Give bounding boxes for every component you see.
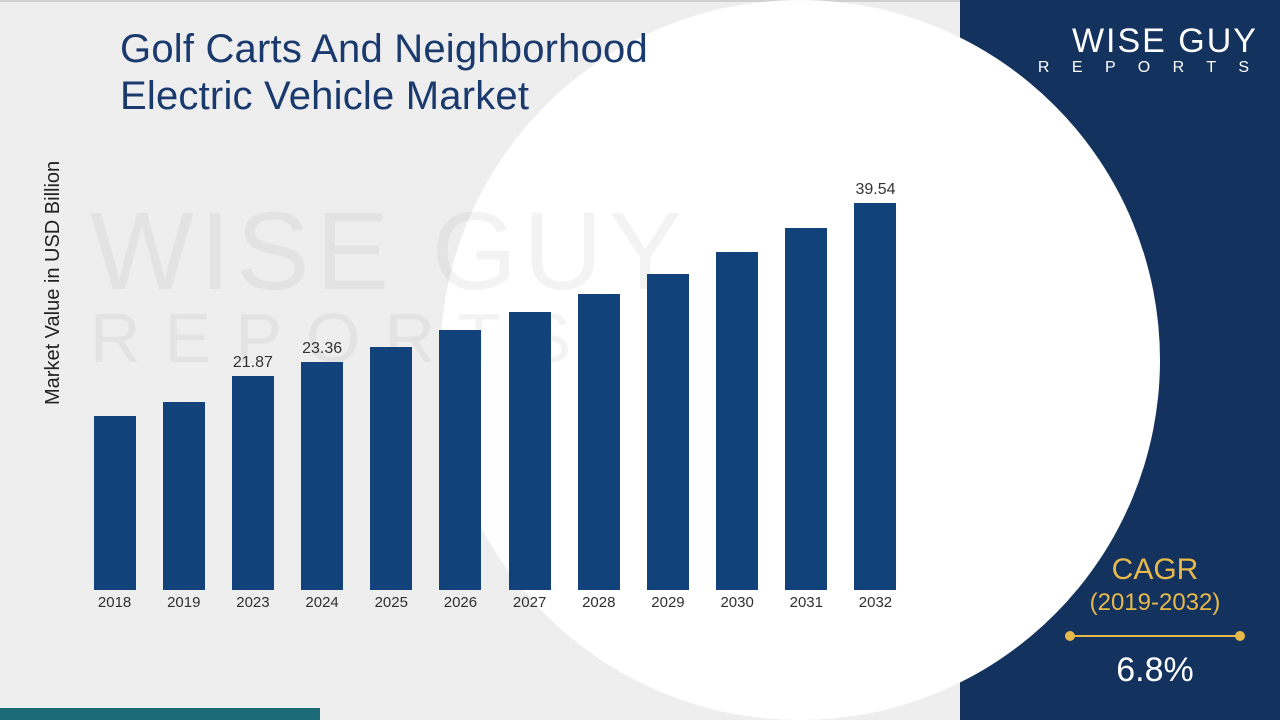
bar-slot: 39.54 [841,181,910,590]
bar [716,252,758,590]
cagr-box: CAGR (2019-2032) 6.8% [1030,553,1280,690]
bars-row: 21.87 23.36 39.54 [80,150,910,590]
cagr-divider [1070,635,1240,637]
bar-slot [703,230,772,590]
bar [94,416,136,590]
bar [301,362,343,590]
x-tick-label: 2032 [841,594,910,620]
chart-title-line: Electric Vehicle Market [120,73,648,120]
footer-stripe [0,708,320,720]
bar-value-label: 21.87 [233,354,273,372]
bar-slot [426,308,495,590]
bar-value-label: 23.36 [302,340,342,358]
x-axis-labels: 2018201920232024202520262027202820292030… [80,594,910,620]
bar [647,274,689,590]
chart-plot: 21.87 23.36 39.54 201820192023202420252026… [80,150,910,620]
x-tick-label: 2023 [218,594,287,620]
bar [232,376,274,590]
bar-slot [80,394,149,590]
x-tick-label: 2019 [149,594,218,620]
bar [578,294,620,590]
x-tick-label: 2026 [426,594,495,620]
bar [370,347,412,590]
brand-logo: WISE GUY R E P O R T S [1038,22,1258,77]
brand-sub: R E P O R T S [1038,59,1258,77]
bar [785,228,827,590]
brand-main: WISE GUY [1038,22,1258,61]
x-tick-label: 2024 [288,594,357,620]
bar-slot [357,325,426,590]
chart-title-line: Golf Carts And Neighborhood [120,26,648,73]
x-tick-label: 2018 [80,594,149,620]
x-tick-label: 2025 [357,594,426,620]
bar [439,330,481,590]
bar-slot [633,252,702,590]
bar-slot [149,380,218,590]
x-tick-label: 2027 [495,594,564,620]
y-axis-label: Market Value in USD Billion [42,161,65,405]
bar-slot [495,290,564,590]
bar [509,312,551,590]
bar [854,203,896,590]
bar-slot [772,206,841,590]
x-tick-label: 2030 [703,594,772,620]
bar-slot: 23.36 [288,340,357,590]
bar [163,402,205,590]
bar-value-label: 39.54 [855,181,895,199]
x-tick-label: 2031 [772,594,841,620]
x-tick-label: 2028 [564,594,633,620]
cagr-label: CAGR [1030,553,1280,587]
bar-slot [564,272,633,590]
cagr-value: 6.8% [1030,651,1280,690]
bar-slot: 21.87 [218,354,287,590]
cagr-years: (2019-2032) [1030,589,1280,617]
chart-title: Golf Carts And NeighborhoodElectric Vehi… [120,26,648,120]
x-tick-label: 2029 [633,594,702,620]
